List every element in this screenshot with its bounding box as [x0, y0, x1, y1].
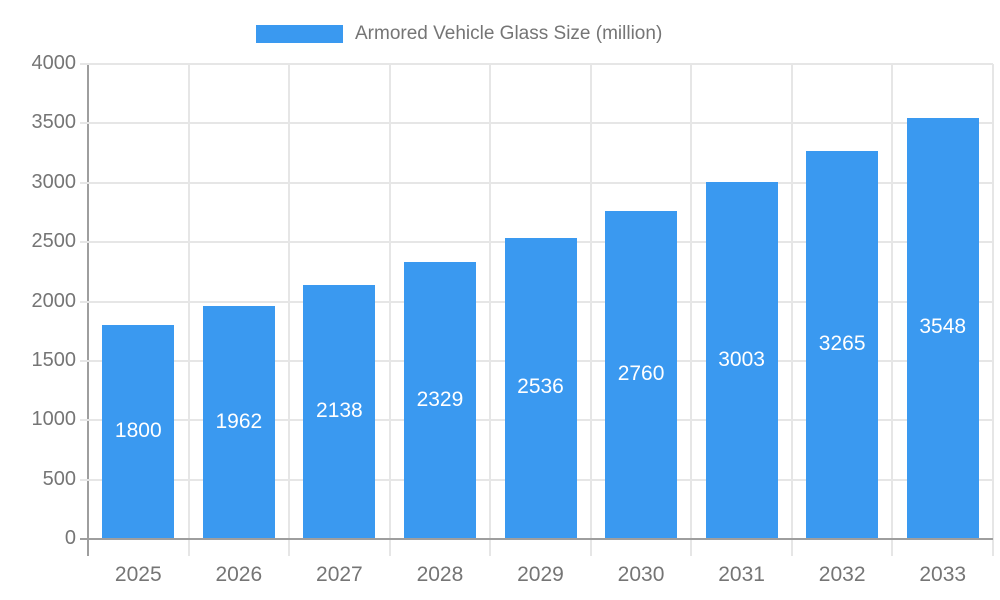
vertical-gridline [690, 64, 693, 556]
bar-value-label: 3003 [718, 347, 765, 371]
vertical-gridline [288, 64, 291, 556]
bar[interactable] [202, 306, 275, 539]
horizontal-gridline [80, 122, 993, 125]
y-axis-tick-label: 1500 [31, 348, 77, 371]
x-axis-tick-label: 2032 [818, 563, 866, 586]
x-axis-baseline [80, 538, 993, 540]
horizontal-gridline [80, 181, 993, 184]
bar-value-label: 2138 [316, 399, 363, 423]
y-axis-tick-label: 2500 [31, 230, 77, 253]
bar[interactable] [403, 262, 476, 539]
x-axis-tick-label: 2030 [617, 563, 665, 586]
bar[interactable] [303, 285, 376, 539]
bar[interactable] [806, 151, 879, 539]
y-axis-line [87, 64, 89, 556]
vertical-gridline [589, 64, 592, 556]
bar[interactable] [605, 211, 678, 539]
legend-swatch-icon [256, 25, 343, 43]
x-axis-tick-label: 2025 [114, 563, 162, 586]
y-axis-tick-label: 0 [64, 527, 76, 549]
bar[interactable] [705, 182, 778, 539]
legend-label: Armored Vehicle Glass Size (million) [355, 23, 663, 44]
vertical-gridline [891, 64, 894, 556]
horizontal-gridline [80, 63, 993, 65]
y-axis-tick-label: 1000 [31, 408, 77, 431]
x-axis-tick-label: 2028 [416, 563, 464, 586]
bar[interactable] [906, 117, 979, 539]
bar-value-label: 2329 [416, 387, 464, 411]
bar-value-label: 3548 [919, 315, 967, 339]
x-axis-tick-label: 2027 [316, 563, 363, 586]
chart-legend[interactable]: Armored Vehicle Glass Size (million) [256, 22, 662, 46]
x-axis-tick-label: 2033 [919, 563, 967, 586]
vertical-gridline [187, 64, 190, 556]
x-axis-tick-label: 2026 [215, 563, 263, 586]
vertical-gridline [388, 64, 391, 556]
y-axis-tick-label: 3000 [31, 170, 77, 193]
bar[interactable] [504, 237, 577, 539]
x-axis-tick-label: 2029 [517, 563, 564, 586]
vertical-gridline [790, 64, 793, 556]
bar-value-label: 2760 [617, 362, 665, 386]
y-axis-tick-label: 3500 [31, 111, 77, 134]
y-axis-tick-label: 2000 [31, 289, 77, 312]
bar-value-label: 2536 [517, 375, 564, 399]
bar-value-label: 1800 [114, 419, 162, 443]
y-axis-tick-label: 500 [42, 467, 76, 490]
y-axis-tick-label: 4000 [31, 52, 77, 74]
vertical-gridline [992, 64, 994, 556]
bar-value-label: 3265 [818, 332, 866, 356]
vertical-gridline [489, 64, 492, 556]
bar-value-label: 1962 [215, 409, 263, 433]
x-axis-tick-label: 2031 [718, 563, 765, 586]
bar[interactable] [102, 325, 175, 539]
